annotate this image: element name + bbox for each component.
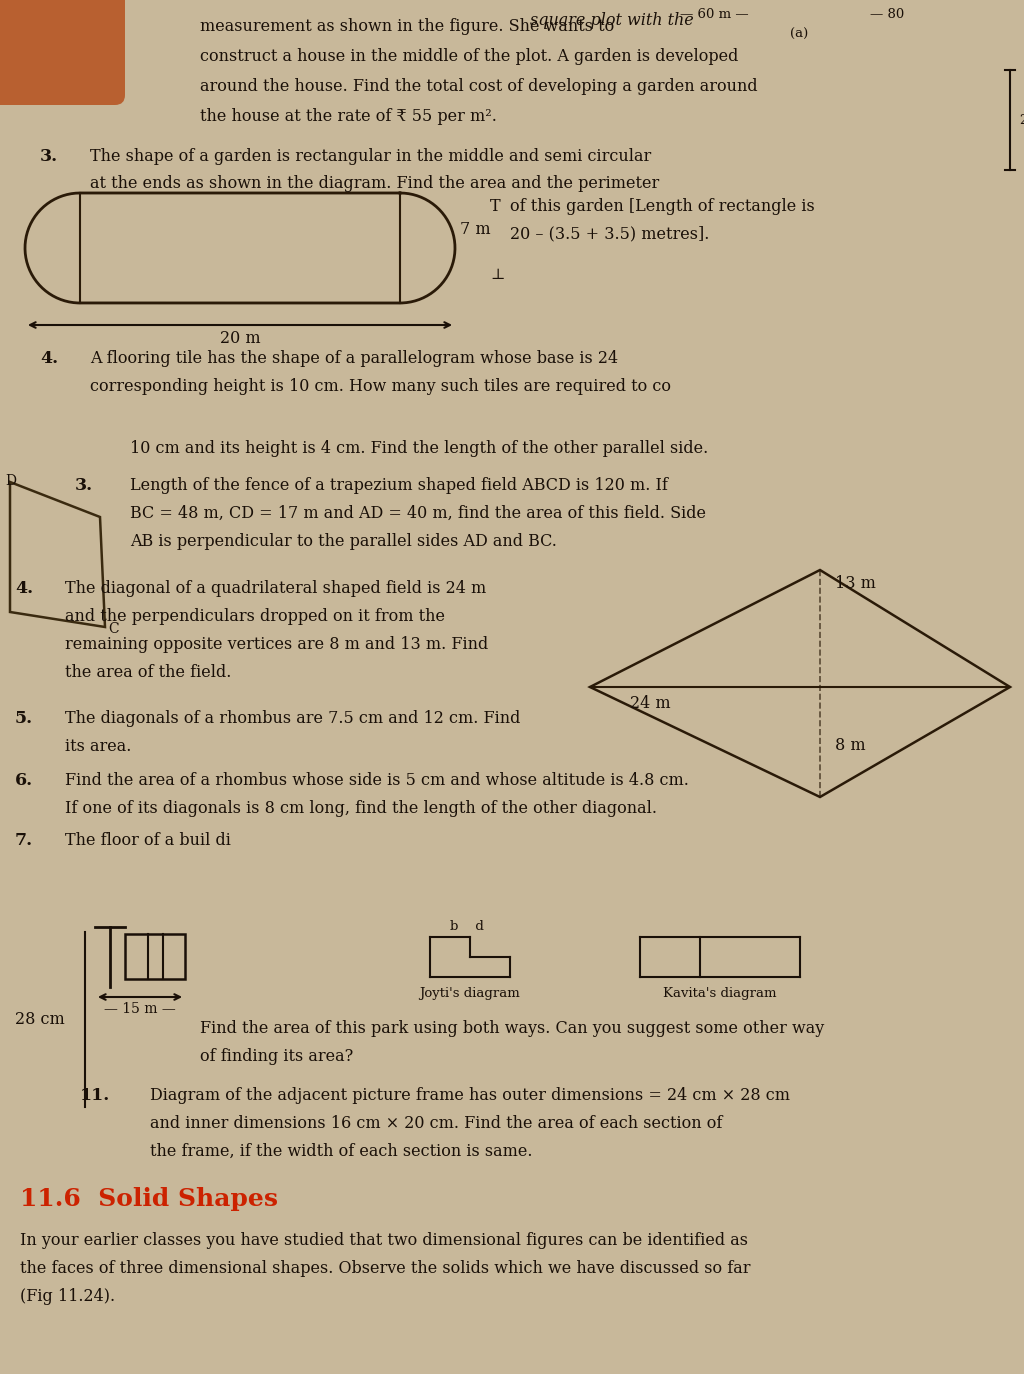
Text: the house at the rate of ₹ 55 per m².: the house at the rate of ₹ 55 per m². (200, 109, 497, 125)
Text: 24 m: 24 m (630, 695, 671, 712)
Text: 11.6  Solid Shapes: 11.6 Solid Shapes (20, 1187, 278, 1210)
Text: D: D (5, 474, 16, 488)
Text: 13 m: 13 m (835, 574, 876, 592)
Text: and the perpendiculars dropped on it from the: and the perpendiculars dropped on it fro… (65, 609, 445, 625)
FancyBboxPatch shape (0, 0, 125, 104)
Text: (a): (a) (790, 27, 808, 41)
Text: 11.: 11. (80, 1087, 111, 1103)
Text: The floor of a buil di: The floor of a buil di (65, 833, 230, 849)
Text: measurement as shown in the figure. She wants to: measurement as shown in the figure. She … (200, 18, 614, 34)
Text: 20 – (3.5 + 3.5) metres].: 20 – (3.5 + 3.5) metres]. (510, 225, 710, 242)
Text: — 80: — 80 (870, 8, 904, 21)
Text: T: T (490, 198, 501, 214)
Text: 20 m: 20 m (220, 330, 260, 348)
Text: The diagonal of a quadrilateral shaped field is 24 m: The diagonal of a quadrilateral shaped f… (65, 580, 486, 596)
Text: (Fig 11.24).: (Fig 11.24). (20, 1287, 115, 1305)
Text: 6.: 6. (15, 772, 33, 789)
Text: the faces of three dimensional shapes. Observe the solids which we have discusse: the faces of three dimensional shapes. O… (20, 1260, 751, 1276)
Text: the area of the field.: the area of the field. (65, 664, 231, 682)
Text: Find the area of this park using both ways. Can you suggest some other way: Find the area of this park using both wa… (200, 1020, 824, 1037)
Text: Diagram of the adjacent picture frame has outer dimensions = 24 cm × 28 cm: Diagram of the adjacent picture frame ha… (150, 1087, 790, 1103)
Text: the frame, if the width of each section is same.: the frame, if the width of each section … (150, 1143, 532, 1160)
Text: square plot with the: square plot with the (530, 12, 693, 29)
Text: Find the area of a rhombus whose side is 5 cm and whose altitude is 4.8 cm.: Find the area of a rhombus whose side is… (65, 772, 689, 789)
Text: 7.: 7. (15, 833, 33, 849)
Text: 7 m: 7 m (460, 221, 490, 239)
Text: Length of the fence of a trapezium shaped field ABCD is 120 m. If: Length of the fence of a trapezium shape… (130, 477, 668, 495)
Bar (125, 934, 185, 980)
Text: 3.: 3. (75, 477, 93, 495)
Text: If one of its diagonals is 8 cm long, find the length of the other diagonal.: If one of its diagonals is 8 cm long, fi… (65, 800, 657, 818)
Text: of this garden [Length of rectangle is: of this garden [Length of rectangle is (510, 198, 815, 214)
Text: The diagonals of a rhombus are 7.5 cm and 12 cm. Find: The diagonals of a rhombus are 7.5 cm an… (65, 710, 520, 727)
Text: 4.: 4. (40, 350, 58, 367)
Text: In your earlier classes you have studied that two dimensional figures can be ide: In your earlier classes you have studied… (20, 1232, 748, 1249)
Text: — 15 m —: — 15 m — (104, 1002, 176, 1015)
Text: 3.: 3. (40, 148, 58, 165)
Text: 28 cm: 28 cm (15, 1011, 65, 1029)
Text: C: C (108, 622, 119, 636)
Text: AB is perpendicular to the parallel sides AD and BC.: AB is perpendicular to the parallel side… (130, 533, 557, 550)
Text: of finding its area?: of finding its area? (200, 1048, 353, 1065)
Text: 25 r: 25 r (1020, 114, 1024, 126)
Text: and inner dimensions 16 cm × 20 cm. Find the area of each section of: and inner dimensions 16 cm × 20 cm. Find… (150, 1114, 722, 1132)
Text: 10 cm and its height is 4 cm. Find the length of the other parallel side.: 10 cm and its height is 4 cm. Find the l… (130, 440, 709, 458)
Text: b    d: b d (450, 921, 484, 933)
Text: A flooring tile has the shape of a parallelogram whose base is 24: A flooring tile has the shape of a paral… (90, 350, 618, 367)
Text: Joyti's diagram: Joyti's diagram (420, 987, 520, 1000)
Text: construct a house in the middle of the plot. A garden is developed: construct a house in the middle of the p… (200, 48, 738, 65)
Text: at the ends as shown in the diagram. Find the area and the perimeter: at the ends as shown in the diagram. Fin… (90, 174, 659, 192)
Text: Kavita's diagram: Kavita's diagram (664, 987, 777, 1000)
Text: 5.: 5. (15, 710, 33, 727)
Text: ⊥: ⊥ (490, 268, 505, 282)
Text: — 60 m —: — 60 m — (680, 8, 749, 21)
Text: 8 m: 8 m (835, 736, 865, 754)
Text: its area.: its area. (65, 738, 131, 754)
Text: 4.: 4. (15, 580, 33, 596)
Text: around the house. Find the total cost of developing a garden around: around the house. Find the total cost of… (200, 78, 758, 95)
Text: BC = 48 m, CD = 17 m and AD = 40 m, find the area of this field. Side: BC = 48 m, CD = 17 m and AD = 40 m, find… (130, 506, 706, 522)
Text: The shape of a garden is rectangular in the middle and semi circular: The shape of a garden is rectangular in … (90, 148, 651, 165)
Text: remaining opposite vertices are 8 m and 13 m. Find: remaining opposite vertices are 8 m and … (65, 636, 488, 653)
Text: corresponding height is 10 cm. How many such tiles are required to co: corresponding height is 10 cm. How many … (90, 378, 671, 394)
